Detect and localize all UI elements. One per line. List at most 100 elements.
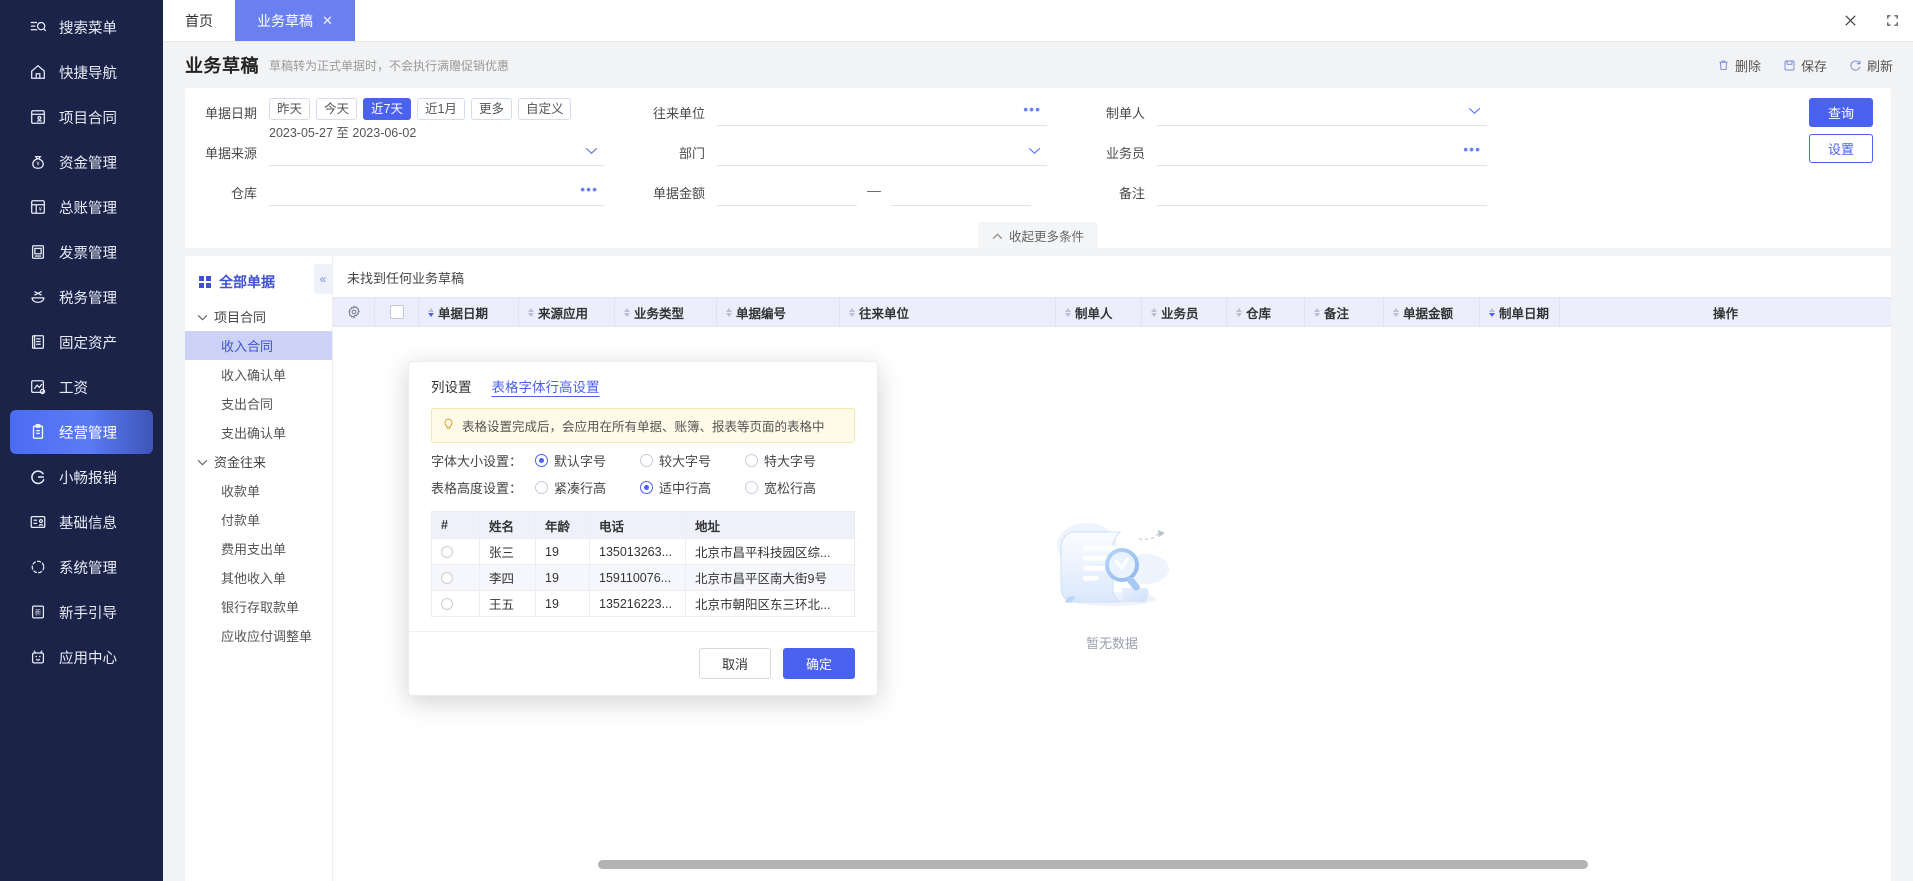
collapse-more-conditions-button[interactable]: 收起更多条件 [977, 222, 1098, 249]
more-dots-icon[interactable]: ••• [580, 181, 598, 197]
fullscreen-icon[interactable] [1871, 0, 1913, 41]
date-chip-last7days[interactable]: 近7天 [363, 98, 411, 120]
sidebar-item-project-contract[interactable]: 项目合同 [10, 95, 153, 139]
radio-loose-row[interactable]: 宽松行高 [745, 478, 816, 497]
column-header-remark[interactable]: 备注 [1305, 298, 1384, 326]
column-header-operations[interactable]: 操作 [1560, 298, 1891, 326]
tree-group-fund-transactions[interactable]: 资金往来 [185, 447, 332, 476]
tree-item-ar-ap-adjustment[interactable]: 应收应付调整单 [221, 629, 313, 644]
date-chip-last1month[interactable]: 近1月 [416, 98, 465, 120]
sidebar-item-quick-nav[interactable]: 快捷导航 [10, 50, 153, 94]
radio-default-font[interactable]: 默认字号 [535, 451, 606, 470]
source-select[interactable] [269, 138, 604, 166]
delete-button[interactable]: 删除 [1717, 56, 1761, 75]
sidebar-item-search-menu[interactable]: 搜索菜单 [10, 5, 153, 49]
column-header-amount[interactable]: 单据金额 [1384, 298, 1480, 326]
partner-input[interactable]: ••• [717, 98, 1047, 126]
column-header-salesperson[interactable]: 业务员 [1142, 298, 1227, 326]
cancel-button[interactable]: 取消 [698, 648, 771, 679]
salesperson-input[interactable]: ••• [1157, 138, 1487, 166]
sidebar-item-system-management[interactable]: 系统管理 [10, 545, 153, 589]
row-height-option-row: 表格高度设置： 紧凑行高 适中行高 宽松行高 [409, 470, 877, 497]
tree-title[interactable]: 全部单据 [185, 266, 332, 302]
tree-item-expense-voucher[interactable]: 费用支出单 [221, 542, 287, 557]
sidebar-item-app-center[interactable]: 应用中心 [10, 635, 153, 679]
department-select[interactable] [717, 138, 1047, 166]
confirm-button[interactable]: 确定 [782, 648, 855, 679]
tree-collapse-button[interactable]: « [314, 264, 332, 294]
radio-larger-font[interactable]: 较大字号 [640, 451, 711, 470]
tree-item-payment[interactable]: 付款单 [221, 513, 261, 528]
remark-input[interactable] [1157, 178, 1487, 206]
bulb-icon [442, 418, 455, 434]
settings-button[interactable]: 设置 [1808, 134, 1873, 163]
creator-input[interactable] [1157, 98, 1487, 126]
column-header-doc-number[interactable]: 单据编号 [717, 298, 840, 326]
filter-source-label: 单据来源 [204, 146, 257, 161]
sidebar-item-fund-management[interactable]: ¥ 资金管理 [10, 140, 153, 184]
modal-tab-column-settings[interactable]: 列设置 [431, 380, 472, 395]
sidebar-item-basic-info[interactable]: 基础信息 [10, 500, 153, 544]
preview-row-radio[interactable] [432, 591, 480, 616]
column-header-create-date[interactable]: 制单日期 [1480, 298, 1560, 326]
chevron-down-icon[interactable] [1028, 144, 1041, 158]
table-header-row: 单据日期 来源应用 业务类型 单据编号 [333, 297, 1891, 327]
tree-group-project-contract[interactable]: 项目合同 [185, 302, 332, 331]
column-header-source-app[interactable]: 来源应用 [519, 298, 615, 326]
tree-item-expense-contract[interactable]: 支出合同 [221, 397, 274, 412]
more-dots-icon[interactable]: ••• [1023, 101, 1041, 117]
sidebar-item-fixed-assets[interactable]: 固定资产 [10, 320, 153, 364]
tab-home[interactable]: 首页 [163, 0, 235, 41]
chevron-down-icon[interactable] [1468, 104, 1481, 118]
sidebar-item-label: 基础信息 [59, 515, 117, 532]
tab-business-draft[interactable]: 业务草稿 ✕ [235, 0, 355, 41]
column-settings-gear-icon[interactable] [333, 298, 375, 326]
sidebar-item-tax[interactable]: 税务管理 [10, 275, 153, 319]
tree-item-other-income[interactable]: 其他收入单 [221, 571, 287, 586]
tree-item-bank-deposit[interactable]: 银行存取款单 [221, 600, 300, 615]
date-chip-today[interactable]: 今天 [316, 98, 358, 120]
sidebar-item-general-ledger[interactable]: ¥ 总账管理 [10, 185, 153, 229]
column-header-creator[interactable]: 制单人 [1056, 298, 1142, 326]
sidebar-item-invoice[interactable]: 发票管理 [10, 230, 153, 274]
tab-close-icon[interactable]: ✕ [322, 13, 333, 28]
preview-table-row[interactable]: 张三 19 135013263... 北京市昌平科技园区综... [432, 539, 854, 565]
sidebar-item-payroll[interactable]: 工资 [10, 365, 153, 409]
scrollbar-thumb[interactable] [598, 860, 1588, 869]
sidebar-item-guide[interactable]: 新 新手引导 [10, 590, 153, 634]
sidebar-item-business-management[interactable]: 经营管理 [10, 410, 153, 454]
horizontal-scrollbar[interactable] [333, 860, 1883, 869]
sidebar-item-reimbursement[interactable]: 小畅报销 [10, 455, 153, 499]
preview-row-radio[interactable] [432, 539, 480, 564]
search-button[interactable]: 查询 [1808, 98, 1873, 127]
preview-table-row[interactable]: 李四 19 159110076... 北京市昌平区南大街9号 [432, 565, 854, 591]
date-chip-yesterday[interactable]: 昨天 [269, 98, 311, 120]
radio-medium-row[interactable]: 适中行高 [640, 478, 711, 497]
radio-compact-row[interactable]: 紧凑行高 [535, 478, 606, 497]
preview-row-radio[interactable] [432, 565, 480, 590]
modal-tab-font-rowheight-settings[interactable]: 表格字体行高设置 [491, 380, 600, 395]
date-chip-custom[interactable]: 自定义 [517, 98, 572, 120]
tree-item-income-confirmation[interactable]: 收入确认单 [221, 368, 287, 383]
refresh-button[interactable]: 刷新 [1849, 56, 1893, 75]
tree-item-expense-confirmation[interactable]: 支出确认单 [221, 426, 287, 441]
save-button[interactable]: 保存 [1783, 56, 1827, 75]
column-header-partner[interactable]: 往来单位 [840, 298, 1056, 326]
chevron-down-icon[interactable] [585, 144, 598, 158]
column-header-business-type[interactable]: 业务类型 [615, 298, 717, 326]
preview-cell-age: 19 [536, 539, 590, 564]
warehouse-input[interactable]: ••• [269, 178, 604, 206]
tree-item-income-contract[interactable]: 收入合同 [185, 331, 332, 360]
tree-item-receipt[interactable]: 收款单 [221, 484, 261, 499]
amount-min-input[interactable] [717, 178, 857, 206]
radio-extra-large-font[interactable]: 特大字号 [745, 451, 816, 470]
select-all-checkbox[interactable] [375, 298, 419, 326]
window-close-icon[interactable] [1829, 0, 1871, 41]
more-dots-icon[interactable]: ••• [1463, 141, 1481, 157]
date-chip-more[interactable]: 更多 [470, 98, 512, 120]
column-header-warehouse[interactable]: 仓库 [1227, 298, 1305, 326]
column-header-doc-date[interactable]: 单据日期 [419, 298, 519, 326]
amount-max-input[interactable] [891, 178, 1031, 206]
preview-table-row[interactable]: 王五 19 135216223... 北京市朝阳区东三环北... [432, 591, 854, 617]
